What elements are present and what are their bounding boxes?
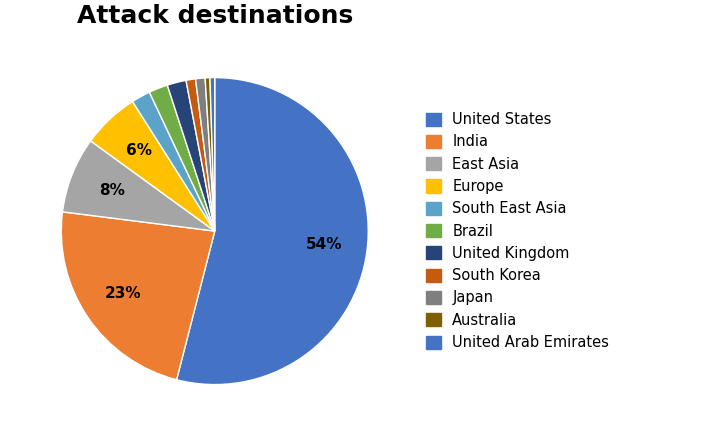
Wedge shape [177,78,368,385]
Wedge shape [196,78,215,231]
Title: Attack destinations: Attack destinations [76,3,353,27]
Wedge shape [149,85,215,231]
Wedge shape [167,80,215,231]
Wedge shape [61,212,215,380]
Wedge shape [210,78,215,231]
Wedge shape [63,141,215,231]
Wedge shape [205,78,215,231]
Wedge shape [90,102,215,231]
Text: 8%: 8% [99,183,125,198]
Text: 23%: 23% [105,286,142,301]
Text: 6%: 6% [126,143,152,158]
Wedge shape [186,79,215,231]
Wedge shape [132,92,215,231]
Text: 54%: 54% [306,238,343,252]
Legend: United States, India, East Asia, Europe, South East Asia, Brazil, United Kingdom: United States, India, East Asia, Europe,… [422,108,614,354]
